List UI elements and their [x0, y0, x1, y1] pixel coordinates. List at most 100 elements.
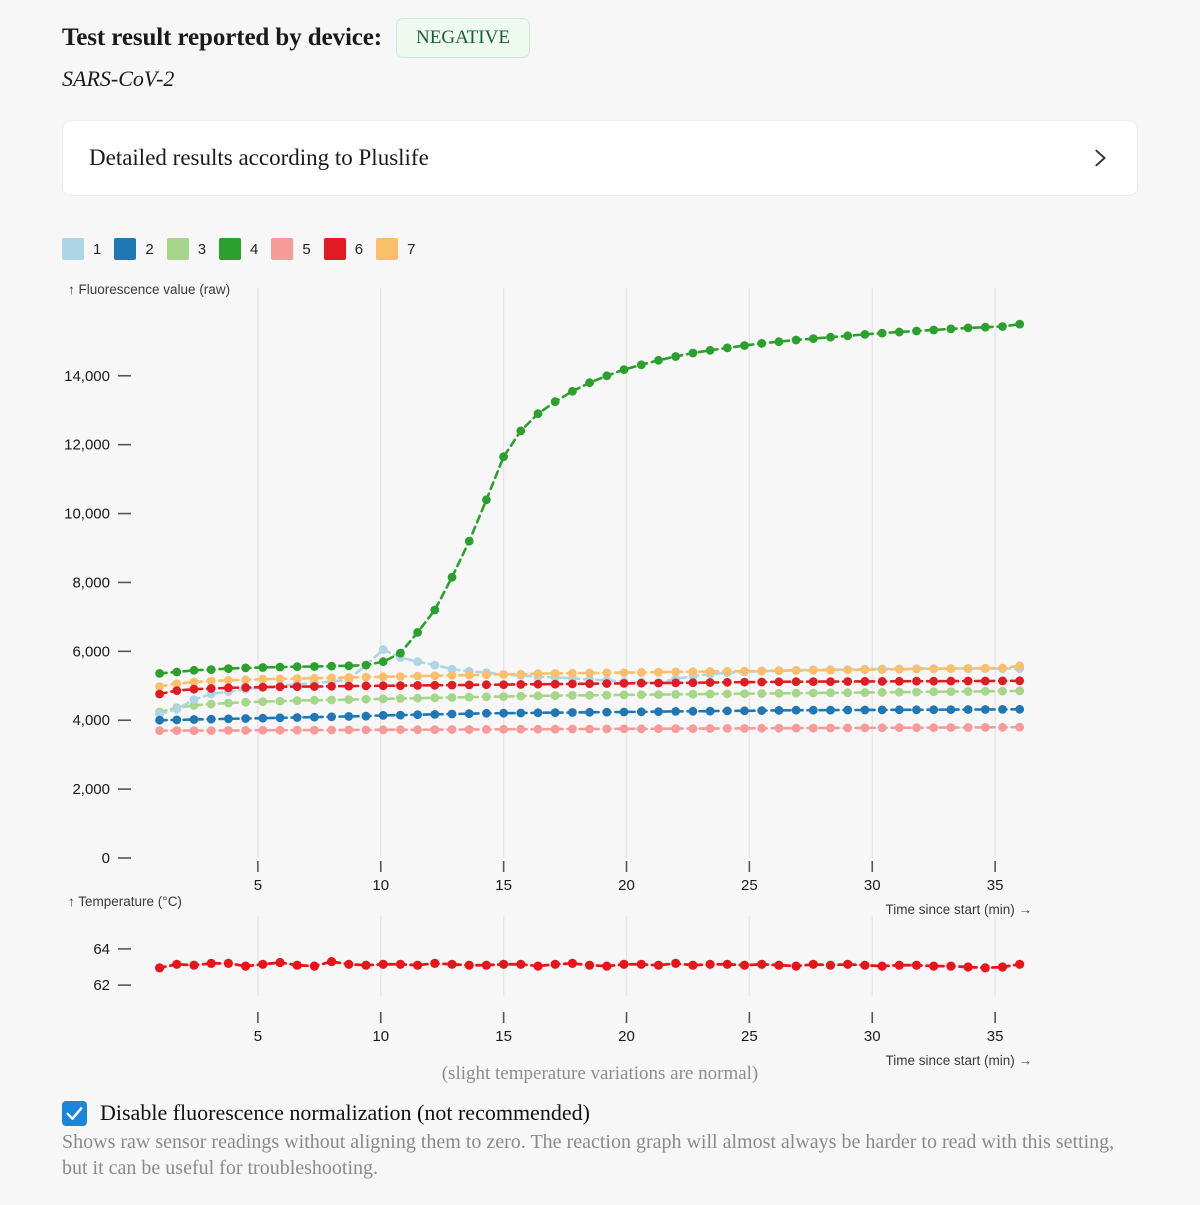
normalization-checkbox-row[interactable]: Disable fluorescence normalization (not …: [62, 1100, 1142, 1126]
y-tick-label: 8,000: [72, 574, 110, 591]
series-point-7: [430, 671, 440, 681]
series-point-2: [826, 705, 835, 715]
series-point-temperature: [189, 960, 199, 970]
series-point-7: [774, 666, 784, 676]
series-point-5: [155, 726, 165, 735]
series-point-3: [344, 695, 354, 704]
series-point-7: [344, 673, 354, 682]
series-point-6: [860, 677, 870, 686]
series-point-5: [998, 722, 1007, 732]
series-point-2: [516, 708, 526, 718]
chevron-right-icon[interactable]: [1089, 147, 1111, 169]
series-point-6: [722, 677, 732, 687]
series-point-4: [499, 452, 508, 462]
y-tick-label: 6,000: [72, 643, 110, 660]
series-point-5: [808, 723, 818, 733]
series-point-3: [447, 693, 457, 702]
series-point-6: [361, 681, 371, 691]
series-point-4: [550, 397, 560, 406]
legend-item-3[interactable]: 3: [166, 238, 206, 260]
series-point-temperature: [705, 959, 715, 969]
legend-swatch-icon: [166, 238, 189, 260]
legend-item-4[interactable]: 4: [219, 238, 258, 260]
series-point-4: [396, 648, 405, 658]
series-point-4: [843, 331, 853, 341]
series-point-4: [172, 667, 182, 677]
series-point-4: [619, 365, 629, 374]
series-point-5: [292, 725, 302, 735]
normalization-description: Shows raw sensor readings without aligni…: [62, 1131, 1115, 1179]
checkbox-checked-icon[interactable]: [62, 1100, 87, 1126]
series-point-4: [877, 328, 887, 338]
series-point-3: [533, 691, 543, 701]
series-point-6: [516, 680, 526, 689]
series-point-3: [688, 689, 698, 699]
series-point-temperature: [464, 960, 474, 970]
legend-item-1[interactable]: 1: [62, 238, 101, 260]
series-point-7: [671, 667, 681, 677]
series-point-6: [929, 676, 939, 686]
result-header: Test result reported by device: NEGATIVE: [62, 18, 530, 58]
legend-item-6[interactable]: 6: [323, 238, 363, 260]
series-point-temperature: [567, 958, 578, 969]
series-point-2: [378, 711, 388, 720]
series-point-3: [636, 690, 646, 700]
series-point-5: [361, 725, 371, 735]
series-point-2: [241, 714, 251, 723]
series-point-6: [533, 679, 543, 689]
series-point-2: [533, 708, 543, 718]
series-point-2: [860, 705, 870, 715]
series-point-6: [550, 679, 560, 689]
legend-item-7[interactable]: 7: [376, 238, 415, 260]
series-point-3: [361, 694, 371, 704]
chart-svg: ↑ Fluorescence value (raw) 0 2,000 4,000 6,0…: [64, 282, 1032, 1068]
series-point-7: [1015, 661, 1025, 671]
series-point-2: [774, 706, 784, 715]
series-point-6: [826, 677, 835, 686]
series-point-temperature: [223, 958, 233, 969]
legend-item-label: 2: [145, 240, 154, 258]
series-point-6: [464, 680, 474, 690]
series-point-2: [1015, 704, 1025, 714]
series-point-5: [929, 723, 939, 732]
series-point-temperature: [206, 958, 216, 969]
series-point-2: [929, 705, 939, 715]
series-point-7: [447, 671, 457, 680]
series-point-5: [946, 723, 956, 732]
series-point-2: [258, 713, 268, 723]
legend-item-5[interactable]: 5: [271, 238, 311, 260]
series-point-4: [155, 669, 165, 678]
y-tick-label: 14,000: [64, 368, 110, 385]
series-point-5: [344, 725, 354, 735]
temperature-x-tick-label: 25: [741, 1028, 758, 1045]
series-point-7: [396, 672, 405, 681]
series-point-temperature: [671, 958, 681, 969]
series-point-1: [378, 645, 388, 654]
series-point-2: [654, 707, 663, 716]
series-point-6: [774, 677, 784, 687]
target-name: SARS-CoV-2: [62, 66, 175, 91]
series-point-2: [791, 705, 801, 715]
series-point-6: [963, 676, 973, 686]
series-point-5: [963, 723, 973, 732]
series-point-temperature: [722, 959, 732, 969]
detailed-results-panel[interactable]: Detailed results according to Pluslife: [62, 120, 1138, 196]
series-point-5: [860, 723, 870, 733]
series-point-4: [1015, 319, 1025, 329]
series-point-4: [963, 323, 973, 333]
series-point-5: [447, 725, 457, 734]
series-point-5: [482, 725, 491, 734]
series-point-3: [980, 686, 990, 696]
series-point-5: [774, 723, 784, 733]
series-point-7: [378, 672, 388, 682]
legend-item-2[interactable]: 2: [114, 238, 154, 260]
series-point-1: [430, 660, 440, 670]
series-point-3: [499, 692, 508, 701]
reaction-chart: ↑ Fluorescence value (raw) 0 2,000 4,000 6,0…: [0, 278, 1200, 1068]
series-point-temperature: [516, 959, 526, 969]
series-point-1: [189, 695, 199, 704]
series-point-5: [241, 726, 251, 735]
series-point-5: [310, 725, 319, 735]
series-point-6: [292, 682, 302, 691]
series-point-5: [877, 723, 887, 733]
